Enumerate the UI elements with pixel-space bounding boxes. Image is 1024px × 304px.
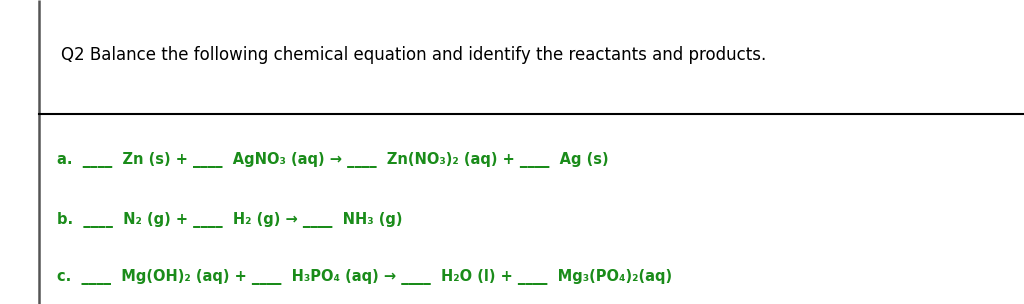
Text: c.  ____  Mg(OH)₂ (aq) + ____  H₃PO₄ (aq) → ____  H₂O (l) + ____  Mg₃(PO₄)₂(aq): c. ____ Mg(OH)₂ (aq) + ____ H₃PO₄ (aq) →… [57, 269, 673, 285]
Text: Q2 Balance the following chemical equation and identify the reactants and produc: Q2 Balance the following chemical equati… [61, 46, 767, 64]
Text: b.  ____  N₂ (g) + ____  H₂ (g) → ____  NH₃ (g): b. ____ N₂ (g) + ____ H₂ (g) → ____ NH₃ … [57, 212, 402, 228]
Text: a.  ____  Zn (s) + ____  AgNO₃ (aq) → ____  Zn(NO₃)₂ (aq) + ____  Ag (s): a. ____ Zn (s) + ____ AgNO₃ (aq) → ____ … [57, 152, 609, 168]
